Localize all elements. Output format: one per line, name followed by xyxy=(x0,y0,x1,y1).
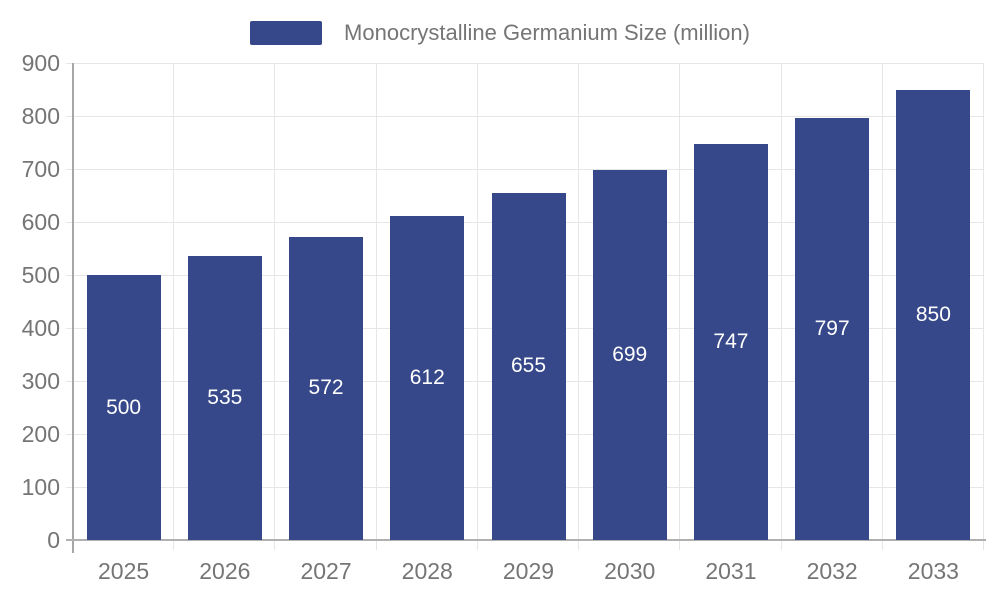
bar-value-label: 655 xyxy=(510,354,547,378)
gridline-x-1 xyxy=(173,63,174,550)
bar-2028[interactable]: 612 xyxy=(390,215,465,540)
x-axis-label-2031: 2031 xyxy=(705,558,757,584)
x-axis-label-2026: 2026 xyxy=(199,558,251,584)
x-axis-label-2033: 2033 xyxy=(907,558,959,584)
y-axis-label: 300 xyxy=(21,368,60,394)
gridline-x-4 xyxy=(477,63,478,550)
bar-value-label: 612 xyxy=(409,365,445,389)
bar-2029[interactable]: 655 xyxy=(491,192,566,540)
y-axis-label: 500 xyxy=(21,262,60,288)
y-axis-label: 400 xyxy=(21,315,60,341)
bar-value-label: 747 xyxy=(713,330,749,354)
y-axis-label: 600 xyxy=(21,209,60,235)
y-axis-label: 200 xyxy=(21,421,60,447)
bar-value-label: 699 xyxy=(612,342,648,366)
bar-value-label: 850 xyxy=(915,302,951,326)
bar-value-label: 572 xyxy=(308,376,344,400)
y-axis-label: 100 xyxy=(21,474,60,500)
gridline-x-8 xyxy=(882,63,883,550)
bar-2033[interactable]: 850 xyxy=(896,89,971,540)
x-axis-label-2027: 2027 xyxy=(300,558,352,584)
x-axis-line xyxy=(66,539,986,541)
bar-2031[interactable]: 747 xyxy=(693,144,768,540)
gridline-y-800 xyxy=(66,116,984,117)
bar-2032[interactable]: 797 xyxy=(795,117,870,540)
gridline-x-7 xyxy=(781,63,782,550)
bar-2025[interactable]: 500 xyxy=(86,275,161,540)
legend[interactable]: Monocrystalline Germanium Size (million) xyxy=(0,20,1000,46)
plot-area: 0 100 200 300 400 500 600 700 800 900 500 535 572 612… xyxy=(22,50,986,584)
bar-2026[interactable]: 535 xyxy=(187,256,262,540)
bar-2027[interactable]: 572 xyxy=(289,236,364,540)
gridline-x-3 xyxy=(376,63,377,550)
x-axis-label-2030: 2030 xyxy=(604,558,656,584)
legend-swatch xyxy=(250,21,323,45)
legend-label: Monocrystalline Germanium Size (million) xyxy=(344,20,750,45)
bar-value-label: 535 xyxy=(207,386,243,410)
gridline-x-6 xyxy=(679,63,680,550)
y-axis-line xyxy=(72,63,74,553)
x-axis-label-2028: 2028 xyxy=(401,558,453,584)
y-axis-label: 800 xyxy=(21,103,60,129)
gridline-y-700 xyxy=(66,169,984,170)
bar-value-label: 500 xyxy=(106,395,142,419)
y-axis-label: 0 xyxy=(47,527,60,553)
gridline-x-2 xyxy=(274,63,275,550)
x-axis-label-2032: 2032 xyxy=(806,558,858,584)
bar-value-label: 797 xyxy=(814,316,850,340)
bar-2030[interactable]: 699 xyxy=(592,169,667,540)
gridline-x-5 xyxy=(578,63,579,550)
x-axis-label-2029: 2029 xyxy=(502,558,555,584)
y-axis-label: 900 xyxy=(21,50,60,76)
x-axis-label-2025: 2025 xyxy=(98,558,150,584)
gridline-y-900 xyxy=(66,63,984,64)
y-axis-label: 700 xyxy=(21,156,60,182)
gridline-x-9 xyxy=(983,63,984,550)
